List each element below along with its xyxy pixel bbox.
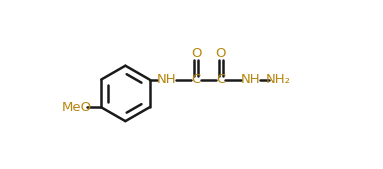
- Text: C: C: [192, 73, 201, 86]
- Text: NH: NH: [157, 73, 177, 86]
- Text: NH₂: NH₂: [266, 73, 291, 86]
- Text: O: O: [191, 47, 201, 60]
- Text: O: O: [216, 47, 226, 60]
- Text: C: C: [216, 73, 226, 86]
- Text: MeO: MeO: [61, 101, 92, 114]
- Text: NH: NH: [241, 73, 260, 86]
